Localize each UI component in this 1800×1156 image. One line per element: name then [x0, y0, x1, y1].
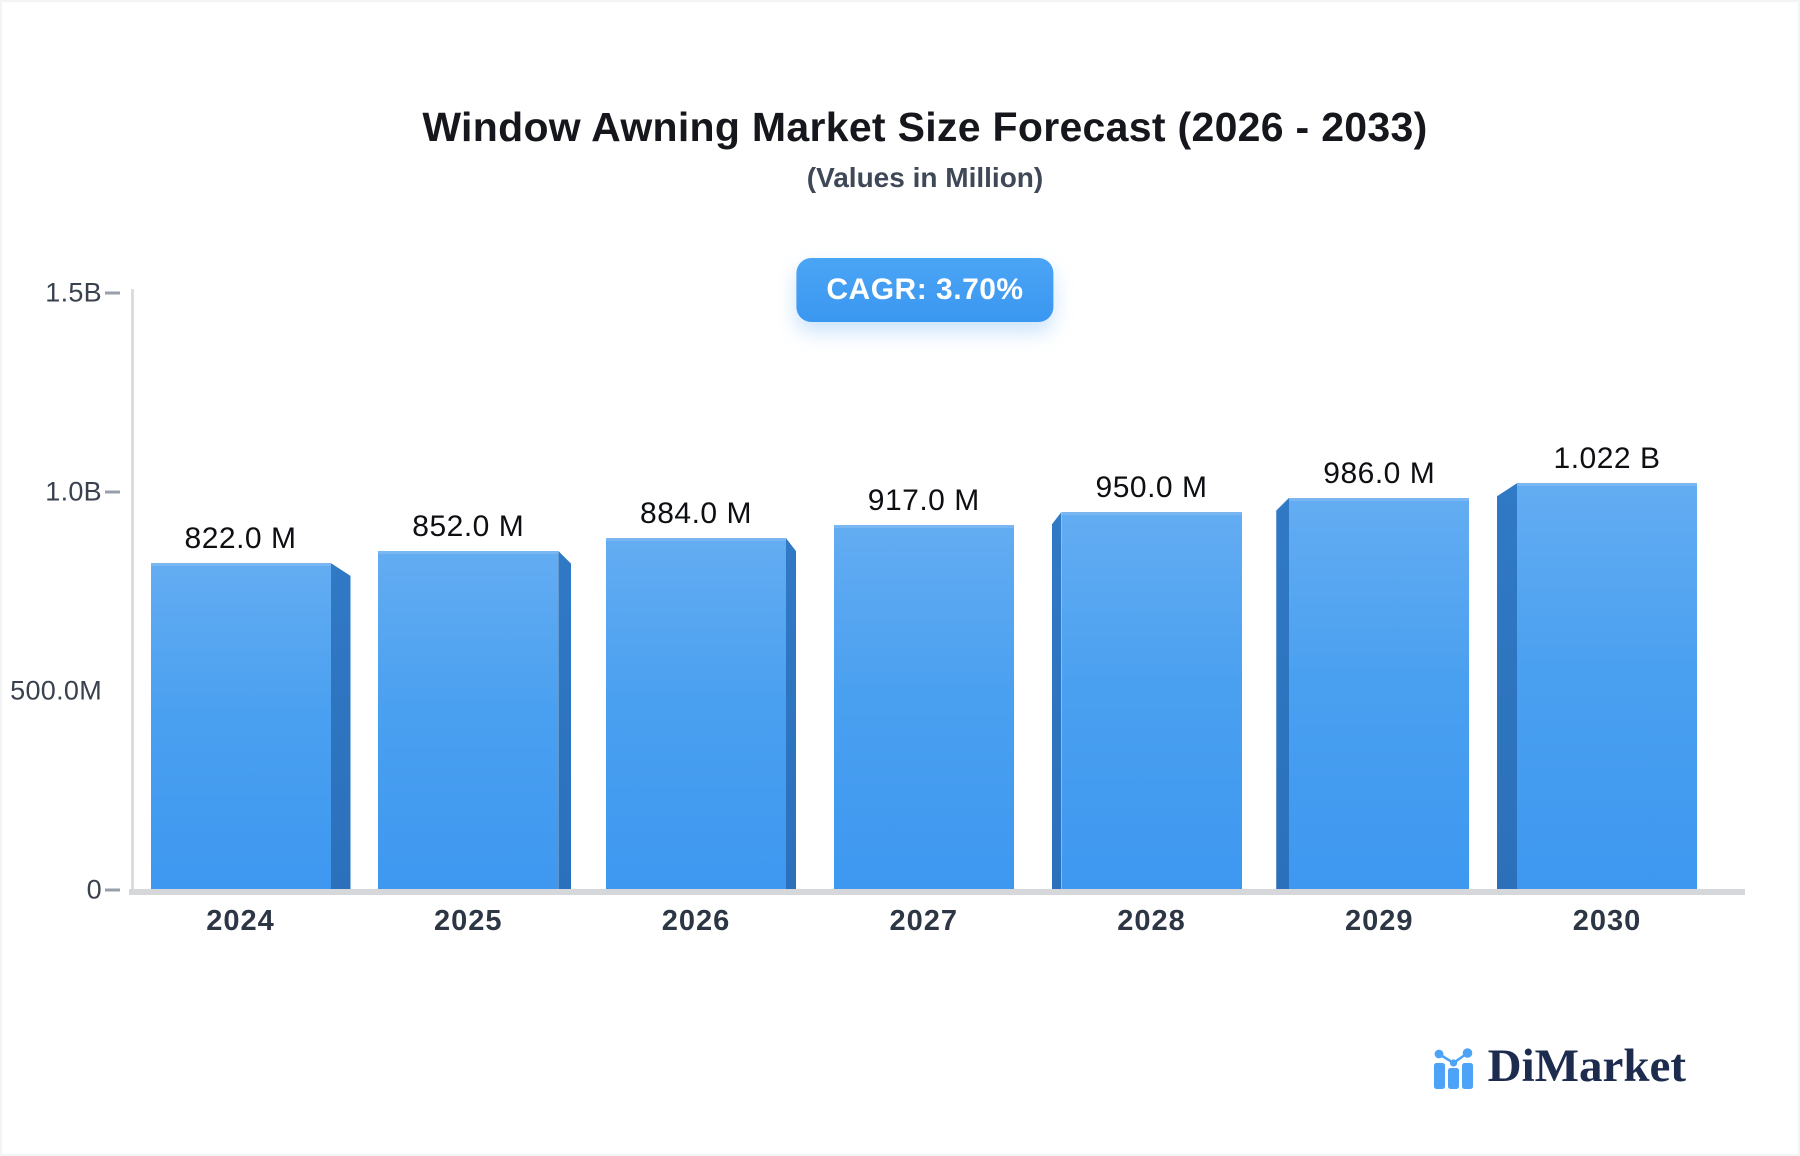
bar-3d-side	[330, 562, 351, 894]
y-axis-tick-mark	[105, 490, 120, 494]
bar-value-label: 917.0 M	[867, 484, 980, 518]
chart-subtitle: (Values in Million)	[806, 162, 1044, 193]
dimarket-logo-text: DiMarket	[1487, 1040, 1686, 1092]
cagr-badge-label: CAGR: 3.70%	[826, 273, 1024, 306]
x-axis-label: 2024	[206, 905, 275, 937]
cagr-badge: CAGR: 3.70%	[796, 258, 1054, 322]
bar	[378, 550, 559, 894]
bar	[1517, 483, 1697, 894]
bar-value-label: 950.0 M	[1095, 470, 1208, 504]
bar-3d-side	[786, 538, 796, 894]
bar-value-label: 884.0 M	[640, 497, 752, 531]
bar-value-label: 986.0 M	[1323, 456, 1436, 490]
bar-3d-side	[558, 550, 572, 894]
bar	[1061, 511, 1242, 894]
y-axis-line	[131, 289, 134, 895]
chart-title: Window Awning Market Size Forecast (2026…	[422, 104, 1428, 150]
x-axis-label: 2025	[433, 905, 503, 937]
dimarket-logo: DiMarket	[1433, 1042, 1686, 1090]
bar	[1289, 497, 1470, 894]
y-axis-tick-mark	[105, 291, 120, 295]
y-axis-tick-label: 500.0M	[10, 675, 102, 706]
bar-3d-side	[1276, 497, 1290, 894]
bar-value-label: 1.022 B	[1553, 442, 1661, 476]
dimarket-logo-icon	[1433, 1048, 1473, 1089]
y-axis-tick-label: 1.5B	[45, 277, 102, 308]
x-axis-label: 2027	[889, 905, 958, 937]
y-axis-tick-label: 1.0B	[45, 476, 102, 507]
x-axis-label: 2029	[1344, 905, 1414, 937]
x-axis-line	[129, 889, 1745, 895]
bar	[606, 538, 786, 894]
bar-value-label: 822.0 M	[184, 521, 297, 555]
x-axis-label: 2028	[1117, 905, 1186, 937]
bar-3d-side	[1497, 483, 1517, 894]
x-axis-label: 2026	[661, 905, 731, 937]
bar-value-label: 852.0 M	[412, 509, 525, 543]
bar	[833, 525, 1014, 894]
bar-3d-side	[1051, 511, 1062, 894]
y-axis-tick-mark	[105, 888, 120, 892]
x-axis-label: 2030	[1572, 905, 1642, 937]
bar	[150, 562, 331, 894]
y-axis-tick-label: 0	[86, 874, 102, 905]
